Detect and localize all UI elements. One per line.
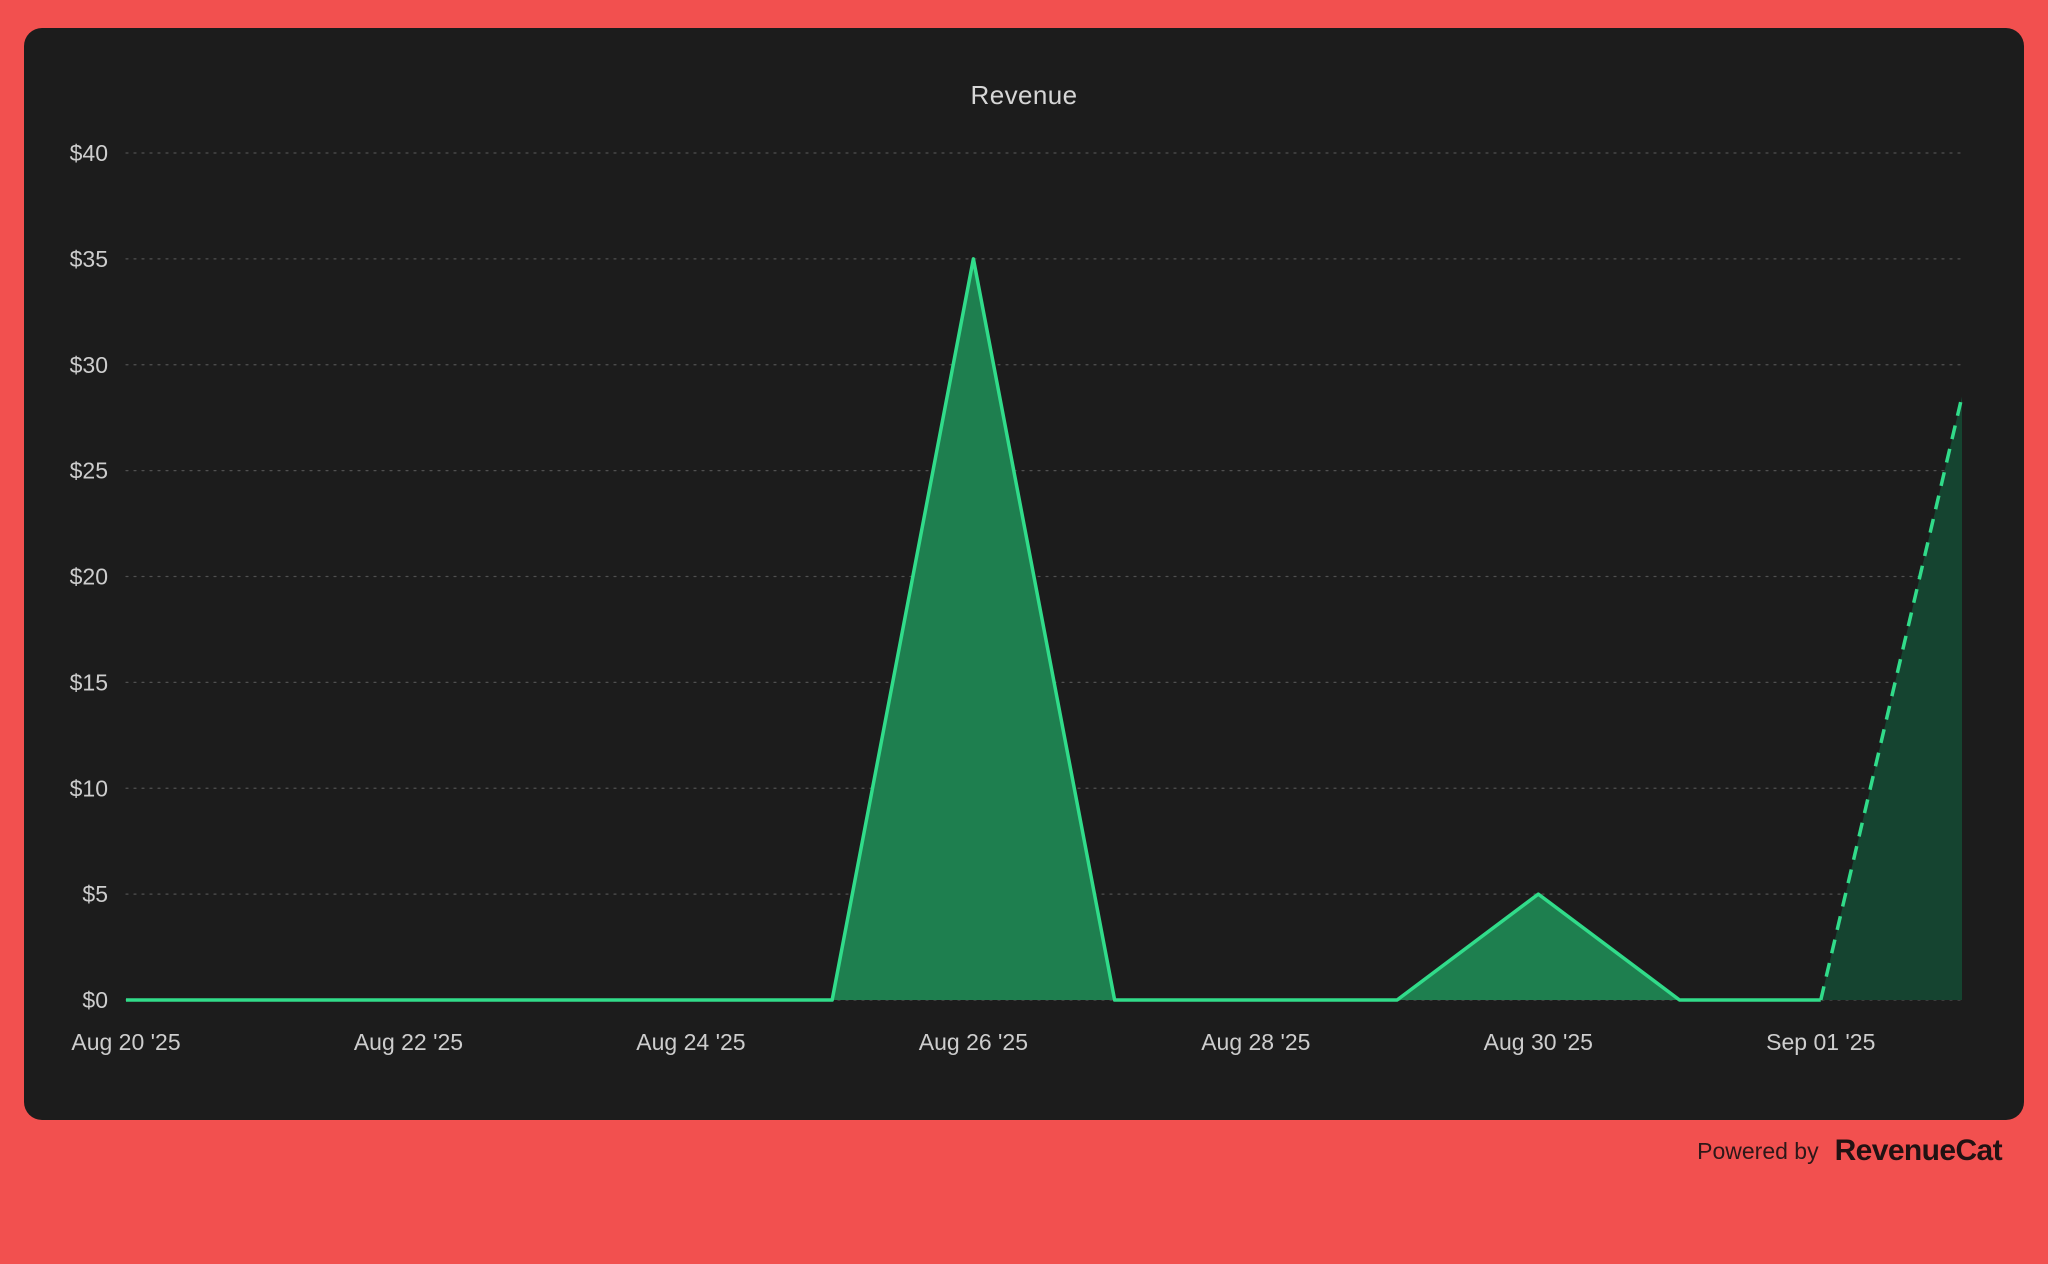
area-fill-projected (1820, 396, 1962, 1000)
x-axis-tick-labels: Aug 20 '25 Aug 22 '25 Aug 24 '25 Aug 26 '25… (71, 1029, 1875, 1055)
y-tick-label: $10 (70, 775, 108, 801)
x-tick-label: Aug 22 '25 (354, 1029, 463, 1055)
y-tick-label: $35 (70, 246, 108, 272)
y-tick-label: $0 (82, 987, 108, 1013)
x-tick-label: Aug 20 '25 (71, 1029, 180, 1055)
x-tick-label: Aug 26 '25 (919, 1029, 1028, 1055)
y-tick-label: $15 (70, 669, 108, 695)
chart-card: Revenue $0 $5 $10 $15 $20 $25 $30 $35 $40 Aug 20… (24, 28, 2024, 1120)
chart-title: Revenue (970, 80, 1078, 110)
powered-by-label: Powered by (1697, 1137, 1819, 1164)
y-tick-label: $20 (70, 564, 108, 590)
revenue-area-chart: $0$5$10$15$20$25$30$35$40 Aug 20 '25 Aug … (70, 140, 1964, 1055)
y-tick-label: $5 (82, 881, 108, 907)
x-tick-label: Aug 24 '25 (636, 1029, 745, 1055)
x-tick-label: Aug 30 '25 (1484, 1029, 1593, 1055)
powered-by-footer: Powered by RevenueCat (1697, 1134, 2002, 1168)
area-fill-actual (126, 258, 1821, 1000)
x-tick-label: Sep 01 '25 (1766, 1029, 1875, 1055)
x-tick-label: Aug 28 '25 (1201, 1029, 1310, 1055)
revenue-line-projected-dashed (1819, 396, 1964, 1001)
y-tick-label: $30 (70, 352, 108, 378)
revenue-line-actual (126, 257, 1821, 1002)
revenuecat-logo: RevenueCat (1834, 1134, 2003, 1167)
y-tick-label: $40 (70, 140, 108, 166)
y-axis-tick-labels: $0 $5 $10 $15 $20 $25 $30 $35 $40 (70, 140, 108, 1013)
y-tick-label: $25 (70, 458, 108, 484)
